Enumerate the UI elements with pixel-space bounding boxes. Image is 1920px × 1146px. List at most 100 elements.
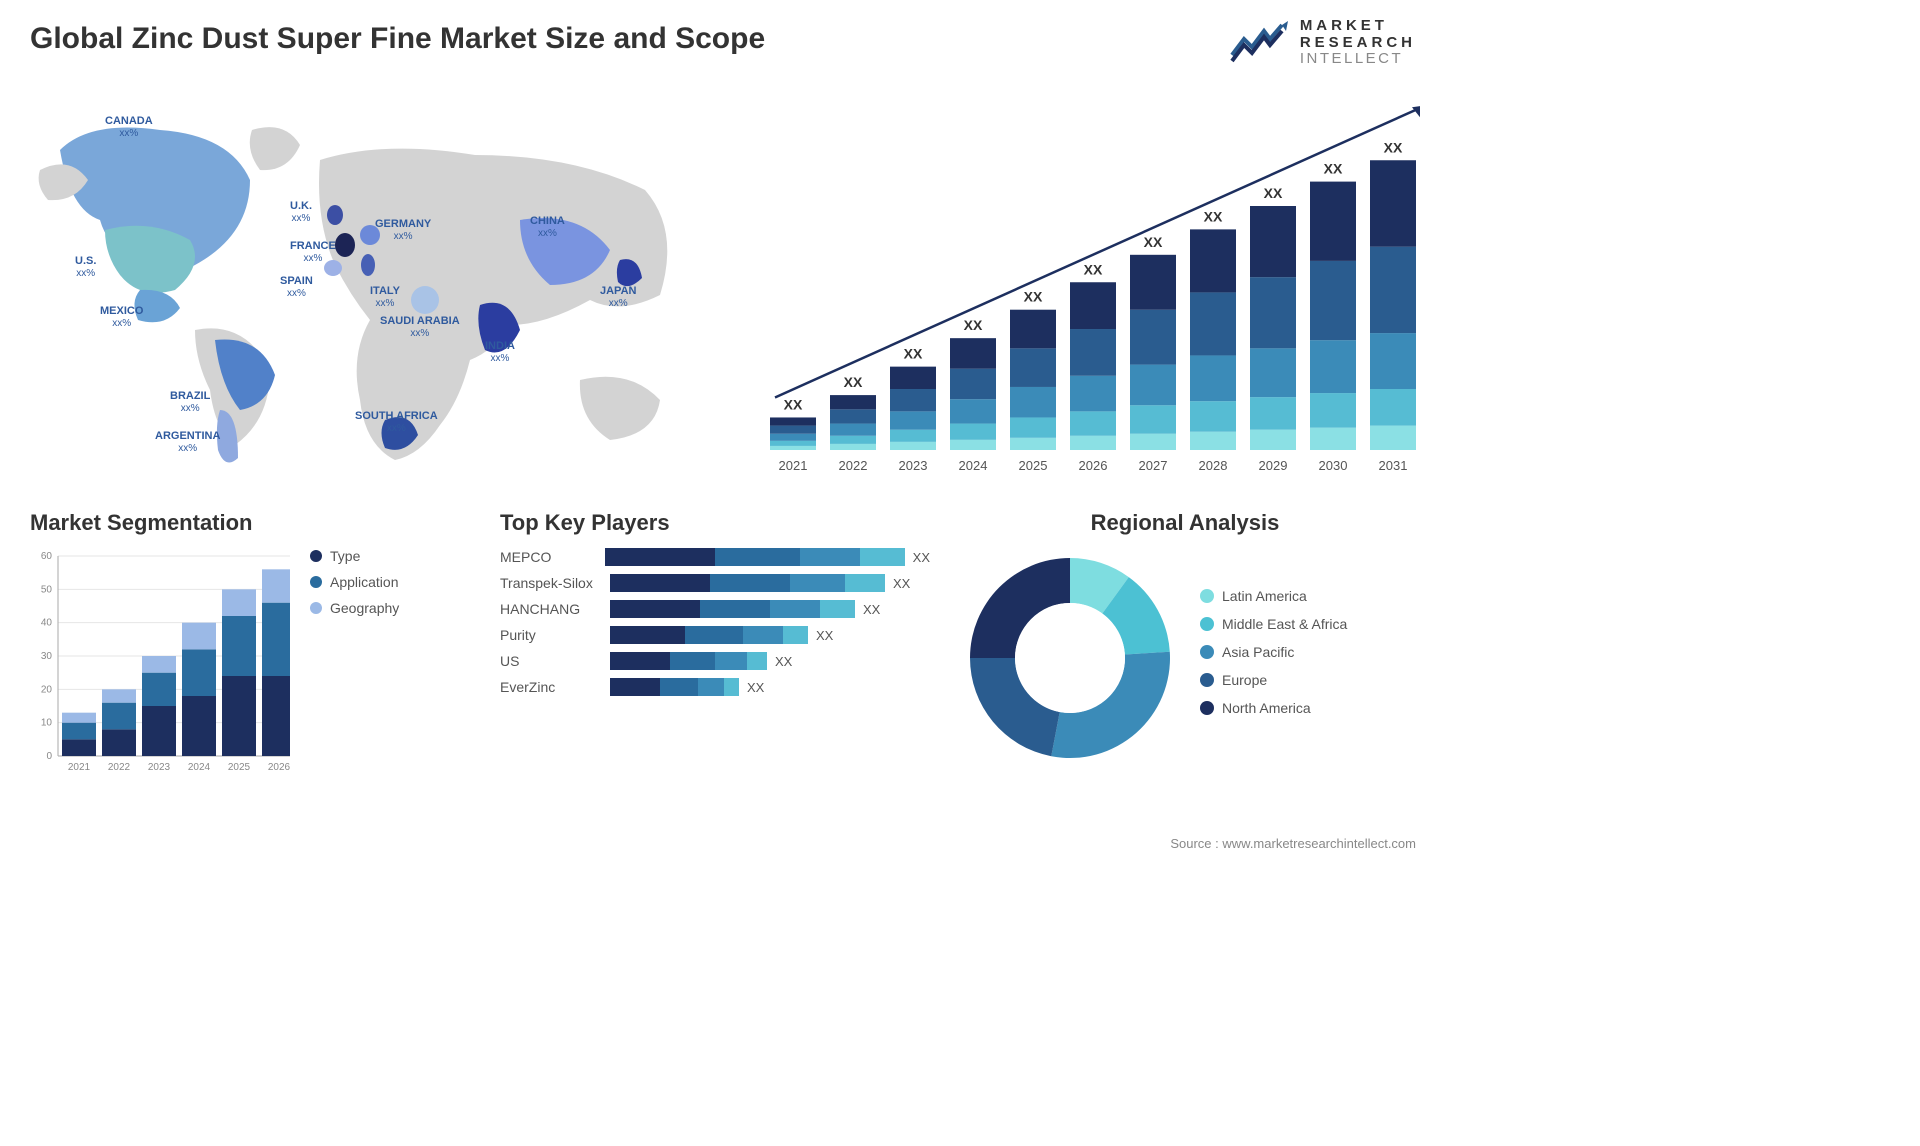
regional-legend-item: Middle East & Africa <box>1200 616 1347 632</box>
map-label: U.K.xx% <box>290 200 312 224</box>
player-value: XX <box>863 602 880 617</box>
svg-text:XX: XX <box>1384 139 1403 155</box>
map-label: U.S.xx% <box>75 255 96 279</box>
svg-text:60: 60 <box>41 551 53 562</box>
svg-text:2025: 2025 <box>1019 458 1048 473</box>
segmentation-legend-item: Type <box>310 548 399 564</box>
map-label: SPAINxx% <box>280 275 313 299</box>
map-label: GERMANYxx% <box>375 218 431 242</box>
svg-text:XX: XX <box>1024 289 1043 305</box>
svg-text:50: 50 <box>41 584 53 595</box>
player-row: Transpek-Silox XX <box>500 574 930 592</box>
regional-legend-item: Asia Pacific <box>1200 644 1347 660</box>
player-name: Purity <box>500 627 610 643</box>
page-title: Global Zinc Dust Super Fine Market Size … <box>30 22 765 56</box>
svg-text:30: 30 <box>41 651 53 662</box>
segmentation-legend: Type Application Geography <box>310 548 399 778</box>
svg-text:2026: 2026 <box>268 762 290 773</box>
regional-legend-item: North America <box>1200 700 1347 716</box>
player-value: XX <box>775 654 792 669</box>
player-name: HANCHANG <box>500 601 610 617</box>
player-value: XX <box>913 550 930 565</box>
map-label: MEXICOxx% <box>100 305 143 329</box>
svg-text:20: 20 <box>41 684 53 695</box>
map-label: ARGENTINAxx% <box>155 430 220 454</box>
player-row: EverZinc XX <box>500 678 930 696</box>
player-bar <box>605 548 905 566</box>
svg-text:2024: 2024 <box>188 762 211 773</box>
segmentation-title: Market Segmentation <box>30 510 470 536</box>
logo-icon <box>1230 21 1290 65</box>
svg-text:XX: XX <box>1264 185 1283 201</box>
svg-text:XX: XX <box>1324 161 1343 177</box>
svg-text:XX: XX <box>1084 261 1103 277</box>
svg-text:0: 0 <box>46 751 52 762</box>
main-growth-chart: XX 2021 XX 2022 XX 2023 XX 2024 XX 2025 XX 2026 XX 20… <box>730 100 1420 480</box>
segmentation-legend-item: Application <box>310 574 399 590</box>
player-name: US <box>500 653 610 669</box>
segmentation-chart: 0 10 20 30 40 50 60 2021 2022 2023 2024 2025 2026 <box>30 548 290 778</box>
players-panel: Top Key Players MEPCOXXTranspek-SiloxXXH… <box>500 510 930 778</box>
svg-text:XX: XX <box>844 374 863 390</box>
player-bar <box>610 678 739 696</box>
svg-text:2023: 2023 <box>148 762 171 773</box>
footer-source: Source : www.marketresearchintellect.com <box>1170 836 1416 851</box>
regional-legend-item: Latin America <box>1200 588 1347 604</box>
svg-text:10: 10 <box>41 718 53 729</box>
player-name: EverZinc <box>500 679 610 695</box>
svg-text:2026: 2026 <box>1079 458 1108 473</box>
svg-text:2021: 2021 <box>779 458 808 473</box>
player-value: XX <box>747 680 764 695</box>
player-bar <box>610 626 808 644</box>
regional-title: Regional Analysis <box>960 510 1410 536</box>
player-row: MEPCO XX <box>500 548 930 566</box>
player-row: US XX <box>500 652 930 670</box>
svg-text:2030: 2030 <box>1319 458 1348 473</box>
segmentation-panel: Market Segmentation 0 10 20 30 40 50 60 2021 202… <box>30 510 470 778</box>
players-list: MEPCO XX Transpek-Silox XX HANCHANG XX Purity X… <box>500 548 930 696</box>
player-name: Transpek-Silox <box>500 575 610 591</box>
player-value: XX <box>816 628 833 643</box>
logo-text-1: MARKET <box>1300 18 1416 35</box>
logo-text-2: RESEARCH <box>1300 35 1416 52</box>
svg-text:XX: XX <box>1144 234 1163 250</box>
svg-text:2025: 2025 <box>228 762 251 773</box>
logo-text-3: INTELLECT <box>1300 51 1416 68</box>
svg-text:XX: XX <box>784 396 803 412</box>
svg-text:2023: 2023 <box>899 458 928 473</box>
world-map: CANADAxx% U.S.xx% MEXICOxx% BRAZILxx% ARGENT… <box>20 90 700 495</box>
player-bar <box>610 652 767 670</box>
svg-text:XX: XX <box>964 317 983 333</box>
logo: MARKET RESEARCH INTELLECT <box>1230 18 1416 68</box>
player-name: MEPCO <box>500 549 605 565</box>
player-row: HANCHANG XX <box>500 600 930 618</box>
svg-text:2028: 2028 <box>1199 458 1228 473</box>
svg-text:2024: 2024 <box>959 458 988 473</box>
player-bar <box>610 574 885 592</box>
player-value: XX <box>893 576 910 591</box>
map-label: JAPANxx% <box>600 285 636 309</box>
svg-text:2029: 2029 <box>1259 458 1288 473</box>
regional-legend-item: Europe <box>1200 672 1347 688</box>
svg-text:2022: 2022 <box>108 762 131 773</box>
svg-text:2027: 2027 <box>1139 458 1168 473</box>
svg-text:XX: XX <box>1204 208 1223 224</box>
svg-text:40: 40 <box>41 618 53 629</box>
map-label: SOUTH AFRICAxx% <box>355 410 438 434</box>
regional-donut <box>960 548 1180 768</box>
map-label: CHINAxx% <box>530 215 565 239</box>
segmentation-legend-item: Geography <box>310 600 399 616</box>
map-label: BRAZILxx% <box>170 390 210 414</box>
svg-text:2022: 2022 <box>839 458 868 473</box>
map-label: INDIAxx% <box>485 340 515 364</box>
player-bar <box>610 600 855 618</box>
map-label: CANADAxx% <box>105 115 153 139</box>
map-label: SAUDI ARABIAxx% <box>380 315 460 339</box>
player-row: Purity XX <box>500 626 930 644</box>
players-title: Top Key Players <box>500 510 930 536</box>
svg-text:2031: 2031 <box>1379 458 1408 473</box>
regional-panel: Regional Analysis Latin America Middle Ea… <box>960 510 1410 778</box>
svg-text:XX: XX <box>904 346 923 362</box>
map-label: ITALYxx% <box>370 285 400 309</box>
svg-text:2021: 2021 <box>68 762 91 773</box>
